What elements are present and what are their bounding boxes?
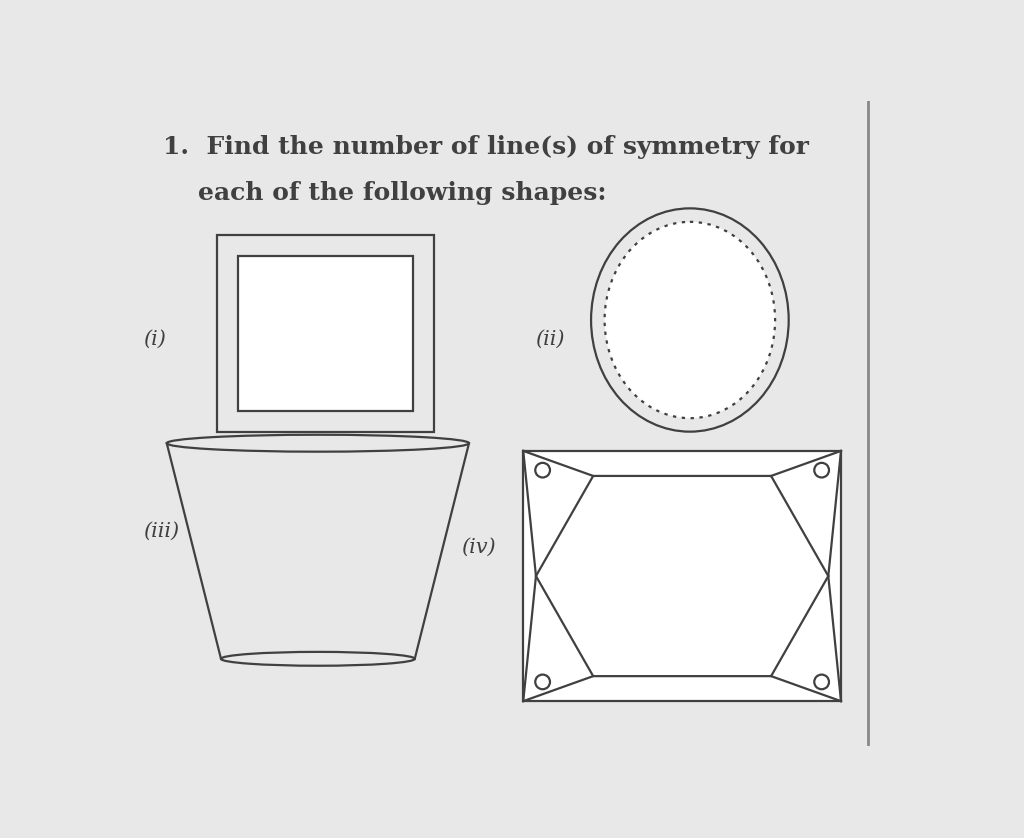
Text: (iv): (iv)	[461, 538, 496, 556]
Text: (i): (i)	[143, 330, 166, 349]
Bar	[238, 256, 414, 411]
Ellipse shape	[167, 435, 469, 452]
Bar	[217, 235, 434, 432]
Bar	[523, 451, 841, 701]
Text: each of the following shapes:: each of the following shapes:	[163, 181, 606, 205]
Text: (ii): (ii)	[535, 330, 564, 349]
Ellipse shape	[221, 652, 415, 665]
Ellipse shape	[591, 209, 788, 432]
Text: (iii): (iii)	[143, 522, 179, 541]
Ellipse shape	[604, 222, 775, 418]
Text: 1.  Find the number of line(s) of symmetry for: 1. Find the number of line(s) of symmetr…	[163, 135, 809, 159]
